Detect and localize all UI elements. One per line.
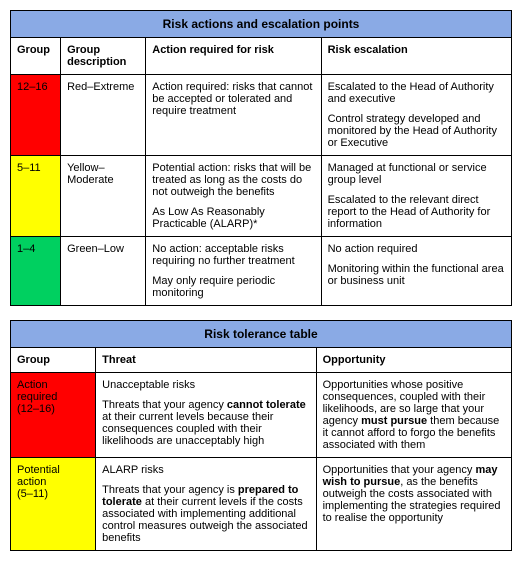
desc-cell: Yellow–Moderate bbox=[61, 156, 146, 237]
threat-text: ALARP risks bbox=[102, 464, 309, 476]
opportunity-text: Opportunities whose positive consequence… bbox=[323, 379, 505, 451]
escalation-cell: No action required Monitoring within the… bbox=[321, 237, 511, 306]
table2-header-row: Group Threat Opportunity bbox=[11, 348, 512, 373]
group-cell: 12–16 bbox=[11, 75, 61, 156]
escalation-text: Control strategy developed and monitored… bbox=[328, 113, 505, 149]
col-group: Group bbox=[11, 348, 96, 373]
table-row: Action required (12–16) Unacceptable ris… bbox=[11, 373, 512, 458]
opportunity-cell: Opportunities that your agency may wish … bbox=[316, 458, 511, 551]
escalation-cell: Managed at functional or service group l… bbox=[321, 156, 511, 237]
escalation-cell: Escalated to the Head of Authority and e… bbox=[321, 75, 511, 156]
action-text: May only require periodic monitoring bbox=[152, 275, 314, 299]
col-escalation: Risk escalation bbox=[321, 38, 511, 75]
col-group: Group bbox=[11, 38, 61, 75]
table1-title-row: Risk actions and escalation points bbox=[11, 11, 512, 38]
group-range: (5–11) bbox=[17, 488, 89, 500]
group-label: Action required bbox=[17, 379, 89, 403]
action-cell: Action required: risks that cannot be ac… bbox=[146, 75, 321, 156]
table1-header-row: Group Group description Action required … bbox=[11, 38, 512, 75]
table-row: 1–4 Green–Low No action: acceptable risk… bbox=[11, 237, 512, 306]
opportunity-cell: Opportunities whose positive consequence… bbox=[316, 373, 511, 458]
action-text: Potential action: risks that will be tre… bbox=[152, 162, 314, 198]
risk-tolerance-table: Risk tolerance table Group Threat Opport… bbox=[10, 320, 512, 551]
col-action: Action required for risk bbox=[146, 38, 321, 75]
escalation-text: Escalated to the Head of Authority and e… bbox=[328, 81, 505, 105]
table2-title-row: Risk tolerance table bbox=[11, 321, 512, 348]
table1-title: Risk actions and escalation points bbox=[11, 11, 512, 38]
threat-text: Threats that your agency is prepared to … bbox=[102, 484, 309, 544]
threat-cell: Unacceptable risks Threats that your age… bbox=[96, 373, 316, 458]
desc-cell: Red–Extreme bbox=[61, 75, 146, 156]
threat-cell: ALARP risks Threats that your agency is … bbox=[96, 458, 316, 551]
group-label: Potential action bbox=[17, 464, 89, 488]
group-cell: Action required (12–16) bbox=[11, 373, 96, 458]
action-cell: No action: acceptable risks requiring no… bbox=[146, 237, 321, 306]
threat-text: Threats that your agency cannot tolerate… bbox=[102, 399, 309, 447]
escalation-text: Managed at functional or service group l… bbox=[328, 162, 505, 186]
group-cell: Potential action (5–11) bbox=[11, 458, 96, 551]
opportunity-text: Opportunities that your agency may wish … bbox=[323, 464, 505, 524]
action-text: Action required: risks that cannot be ac… bbox=[152, 81, 314, 117]
action-text: No action: acceptable risks requiring no… bbox=[152, 243, 314, 267]
table-row: 12–16 Red–Extreme Action required: risks… bbox=[11, 75, 512, 156]
action-text: As Low As Reasonably Practicable (ALARP)… bbox=[152, 206, 314, 230]
threat-text: Unacceptable risks bbox=[102, 379, 309, 391]
table2-title: Risk tolerance table bbox=[11, 321, 512, 348]
action-cell: Potential action: risks that will be tre… bbox=[146, 156, 321, 237]
table-row: Potential action (5–11) ALARP risks Thre… bbox=[11, 458, 512, 551]
col-group-desc: Group description bbox=[61, 38, 146, 75]
group-cell: 1–4 bbox=[11, 237, 61, 306]
group-cell: 5–11 bbox=[11, 156, 61, 237]
col-opportunity: Opportunity bbox=[316, 348, 511, 373]
escalation-text: Escalated to the relevant direct report … bbox=[328, 194, 505, 230]
risk-actions-table: Risk actions and escalation points Group… bbox=[10, 10, 512, 306]
group-range: (12–16) bbox=[17, 403, 89, 415]
col-threat: Threat bbox=[96, 348, 316, 373]
table-row: 5–11 Yellow–Moderate Potential action: r… bbox=[11, 156, 512, 237]
escalation-text: Monitoring within the functional area or… bbox=[328, 263, 505, 287]
desc-cell: Green–Low bbox=[61, 237, 146, 306]
escalation-text: No action required bbox=[328, 243, 505, 255]
